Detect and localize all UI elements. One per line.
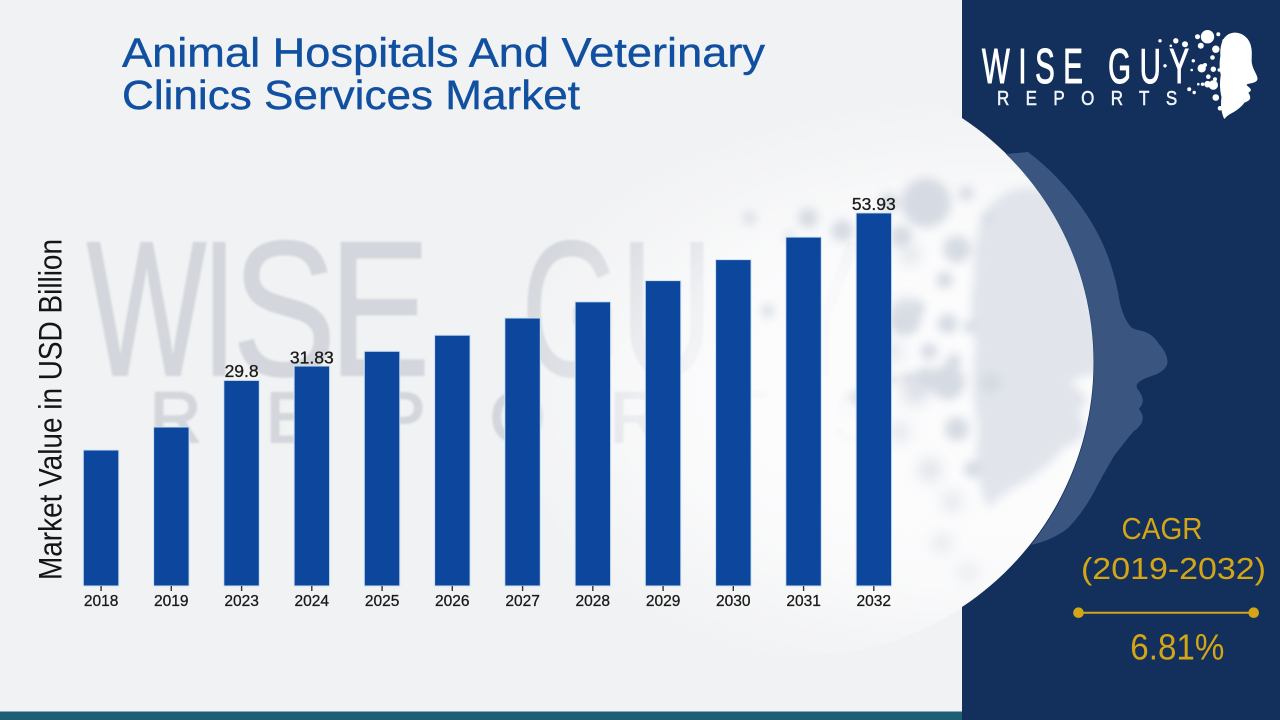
svg-text:2027: 2027 — [505, 593, 539, 610]
svg-text:2031: 2031 — [786, 593, 820, 610]
svg-text:2029: 2029 — [646, 593, 680, 610]
svg-text:2018: 2018 — [84, 593, 118, 610]
svg-text:(2019-2032): (2019-2032) — [1081, 551, 1266, 586]
svg-text:Animal Hospitals And Veterinar: Animal Hospitals And Veterinary — [122, 30, 766, 76]
svg-text:2032: 2032 — [857, 593, 891, 610]
svg-text:Market Value in USD Billion: Market Value in USD Billion — [33, 239, 69, 580]
svg-text:2026: 2026 — [435, 593, 469, 610]
svg-text:2028: 2028 — [576, 593, 610, 610]
svg-text:2023: 2023 — [224, 593, 258, 610]
svg-text:CAGR: CAGR — [1122, 511, 1203, 546]
svg-text:6.81%: 6.81% — [1130, 627, 1224, 668]
svg-text:53.93: 53.93 — [852, 194, 896, 214]
svg-text:W: W — [87, 203, 207, 417]
svg-text:Clinics Services Market: Clinics Services Market — [122, 72, 581, 118]
svg-text:2019: 2019 — [154, 593, 188, 610]
svg-text:2024: 2024 — [295, 593, 330, 610]
svg-text:29.8: 29.8 — [225, 361, 259, 381]
svg-text:2025: 2025 — [365, 593, 399, 610]
svg-text:2030: 2030 — [716, 593, 751, 610]
svg-text:31.83: 31.83 — [290, 348, 334, 368]
